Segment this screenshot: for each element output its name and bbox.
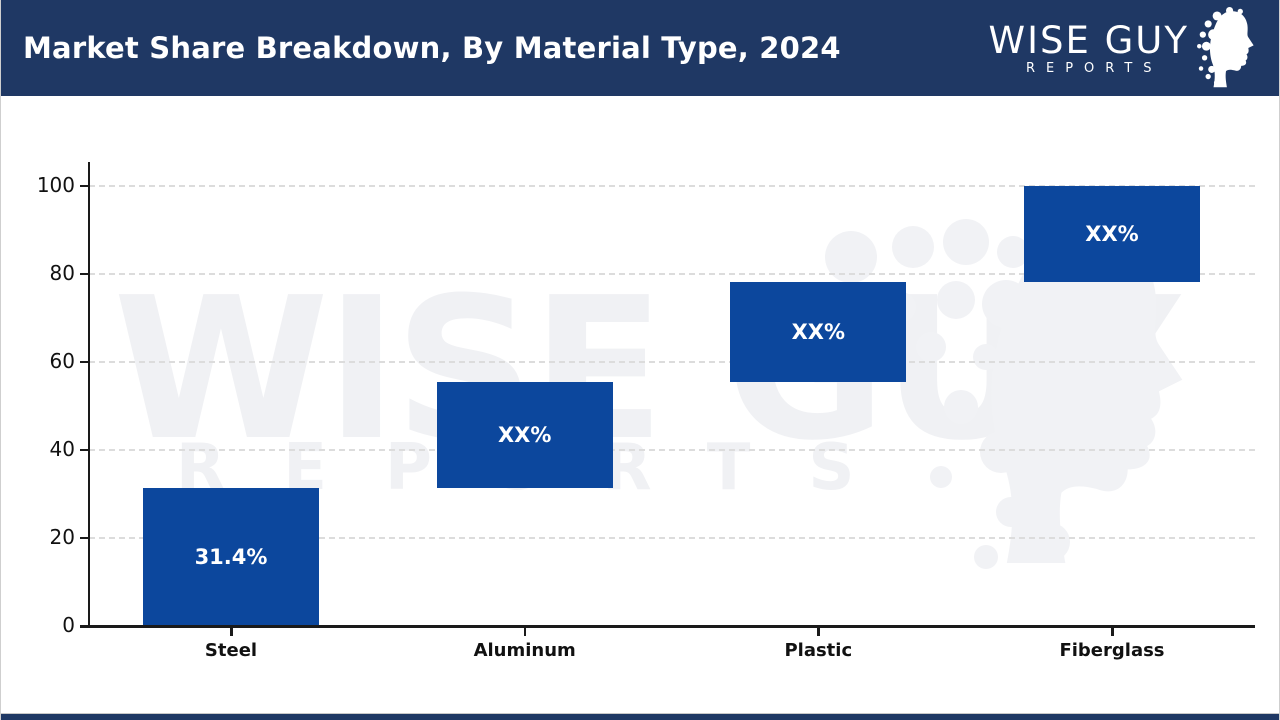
bar-fiberglass: XX%	[1024, 185, 1200, 282]
y-axis-line	[87, 162, 90, 628]
bar-value-label: 31.4%	[194, 544, 268, 569]
y-tick-label-100: 100	[36, 172, 75, 197]
x-label-plastic: Plastic	[784, 640, 853, 661]
y-tick-label-0: 0	[62, 613, 75, 637]
x-label-steel: Steel	[204, 640, 258, 661]
x-tick-plastic	[817, 627, 820, 636]
bar-plastic: XX%	[730, 281, 907, 382]
x-tick-steel	[230, 627, 233, 636]
gridline-60	[89, 360, 1255, 363]
bar-steel: 31.4%	[143, 487, 319, 626]
bar-aluminum: XX%	[436, 381, 613, 488]
page-title: Market Share Breakdown, By Material Type…	[23, 31, 841, 65]
gridline-40	[89, 448, 1255, 451]
gridline-80	[89, 272, 1255, 275]
y-tick-60	[80, 360, 90, 364]
x-tick-fiberglass	[1111, 627, 1114, 636]
x-label-fiberglass: Fiberglass	[1059, 640, 1165, 661]
bar-value-label: XX%	[791, 319, 846, 344]
y-tick-label-60: 60	[49, 348, 75, 373]
header-bar: Market Share Breakdown, By Material Type…	[1, 0, 1279, 96]
y-tick-0	[80, 625, 90, 628]
wise-guy-logo: WISE GUY REPORTS	[989, 7, 1259, 89]
bar-value-label: XX%	[1085, 221, 1139, 246]
y-tick-80	[80, 272, 90, 276]
y-tick-20	[80, 536, 90, 540]
y-tick-label-40: 40	[49, 436, 75, 461]
bar-value-label: XX%	[497, 422, 552, 447]
y-tick-100	[80, 184, 90, 187]
footer-bar	[1, 713, 1279, 720]
watermark-head-graphic	[818, 219, 1183, 569]
x-tick-aluminum	[523, 627, 527, 636]
x-label-aluminum: Aluminum	[473, 640, 576, 661]
logo-wiseguy-text: WISE GUY	[988, 18, 1189, 62]
gridline-100	[89, 184, 1255, 187]
gridline-20	[89, 536, 1255, 539]
logo-reports-text: REPORTS	[1025, 60, 1163, 76]
y-tick-label-20: 20	[49, 524, 75, 549]
y-tick-label-80: 80	[49, 260, 75, 285]
logo-wordmark: WISE GUY REPORTS	[989, 22, 1189, 75]
y-tick-40	[80, 448, 90, 452]
x-axis-line	[87, 624, 1255, 628]
logo-head-icon	[1197, 7, 1254, 88]
